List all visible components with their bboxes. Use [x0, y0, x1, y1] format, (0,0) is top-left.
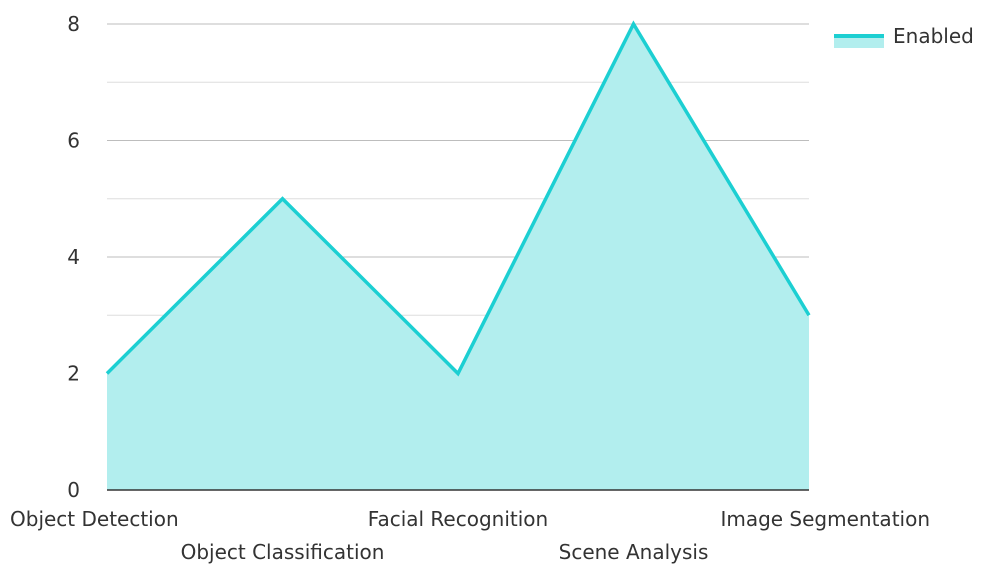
- x-tick-label: Object Detection: [10, 507, 179, 531]
- y-tick-label: 2: [67, 362, 80, 386]
- legend: Enabled: [834, 24, 974, 48]
- y-tick-label: 8: [67, 12, 80, 36]
- legend-label-enabled: Enabled: [893, 24, 974, 48]
- y-tick-label: 4: [67, 245, 80, 269]
- series-area-fill-enabled: [107, 24, 809, 490]
- legend-swatch-fill: [834, 36, 884, 48]
- x-tick-label: Facial Recognition: [368, 507, 548, 531]
- series-area: [105, 20, 811, 490]
- y-tick-label: 6: [67, 129, 80, 153]
- x-tick-label: Scene Analysis: [559, 540, 709, 564]
- x-tick-label: Image Segmentation: [720, 507, 930, 531]
- y-tick-label: 0: [67, 478, 80, 502]
- y-axis-ticks: 0 2 4 6 8: [67, 12, 80, 502]
- x-tick-label: Object Classification: [181, 540, 385, 564]
